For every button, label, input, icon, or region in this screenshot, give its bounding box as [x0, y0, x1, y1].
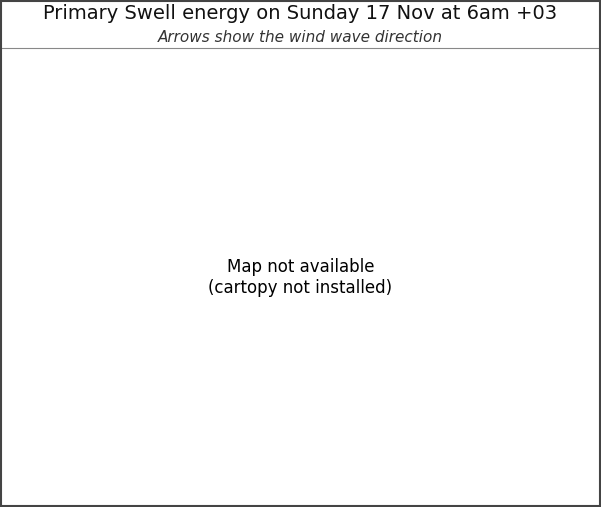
Text: Map not available
(cartopy not installed): Map not available (cartopy not installed… [209, 258, 392, 297]
Text: Primary Swell energy on Sunday 17 Nov at 6am +03: Primary Swell energy on Sunday 17 Nov at… [43, 4, 558, 23]
Text: Arrows show the wind wave direction: Arrows show the wind wave direction [158, 30, 443, 45]
